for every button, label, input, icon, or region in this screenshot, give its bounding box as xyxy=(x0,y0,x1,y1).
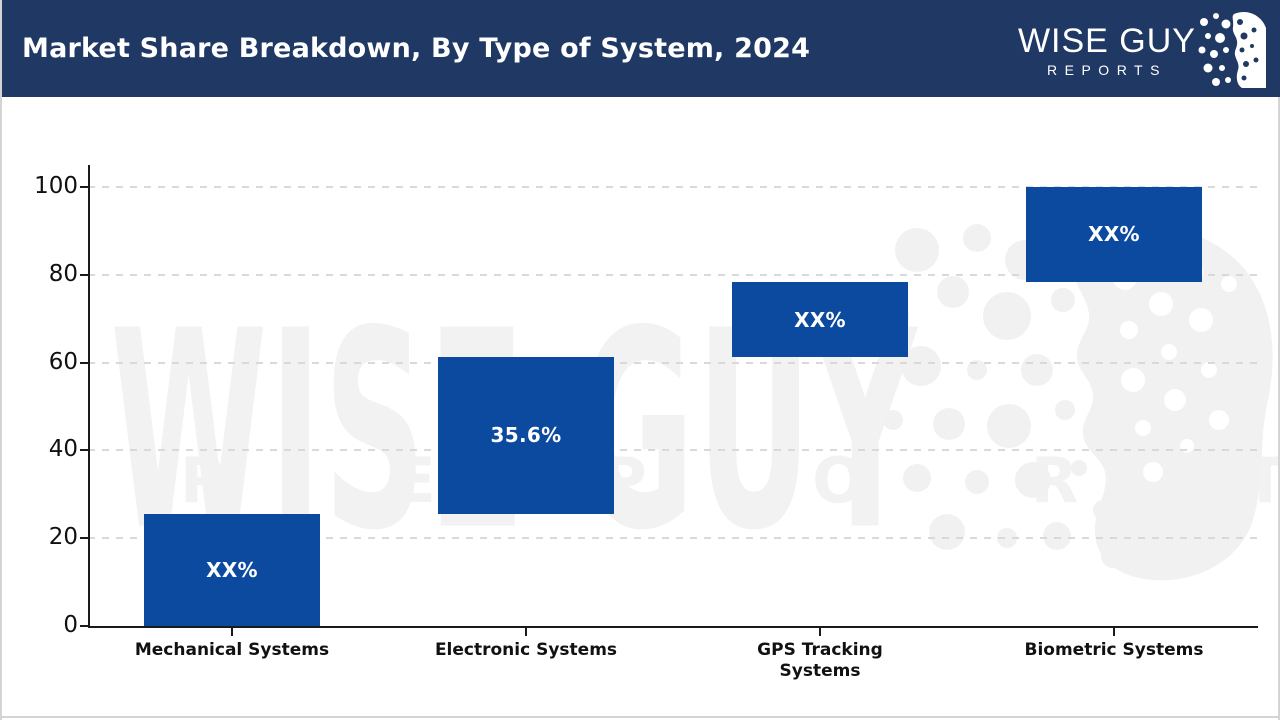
bottom-border xyxy=(2,716,1280,718)
gridline-60 xyxy=(88,361,1258,364)
y-tick-label-80: 80 xyxy=(48,260,78,287)
header-bar: Market Share Breakdown, By Type of Syste… xyxy=(2,0,1280,97)
y-tick-80 xyxy=(80,273,88,276)
x-category-label: GPS Tracking Systems xyxy=(757,640,883,681)
x-category-label: Mechanical Systems xyxy=(134,640,330,660)
x-category-label: Biometric Systems xyxy=(1024,640,1204,660)
y-axis-spine xyxy=(88,165,90,628)
y-tick-label-100: 100 xyxy=(34,173,78,199)
y-tick-40 xyxy=(80,449,88,452)
bar-electronic-systems: 35.6% xyxy=(438,357,614,514)
brand-name: WISE GUY xyxy=(1017,22,1196,60)
brand-subname: REPORTS xyxy=(1047,62,1167,78)
gridline-20 xyxy=(88,537,1258,540)
gridline-80 xyxy=(88,273,1258,276)
brand-logo: WISE GUY REPORTS xyxy=(1018,6,1268,92)
page-title: Market Share Breakdown, By Type of Syste… xyxy=(22,33,811,64)
gridline-100 xyxy=(88,186,1258,188)
gridline-40 xyxy=(88,449,1258,452)
y-tick-100 xyxy=(80,186,88,188)
x-axis-spine xyxy=(88,626,1258,628)
bar-value-label: XX% xyxy=(794,307,846,332)
y-tick-label-20: 20 xyxy=(48,524,78,551)
x-tick-3 xyxy=(1113,628,1115,636)
x-category-label: Electronic Systems xyxy=(434,640,618,660)
bar-value-label: XX% xyxy=(206,557,258,582)
y-tick-label-60: 60 xyxy=(48,348,78,375)
y-tick-label-0: 0 xyxy=(63,612,78,638)
y-tick-label-40: 40 xyxy=(48,436,78,463)
bar-value-label: 35.6% xyxy=(490,423,562,448)
bar-value-label: XX% xyxy=(1088,222,1140,247)
y-tick-20 xyxy=(80,537,88,540)
x-tick-2 xyxy=(819,628,821,636)
bar-gps-tracking-systems: XX% xyxy=(732,281,908,358)
x-tick-1 xyxy=(525,628,527,636)
brand-head-icon xyxy=(1198,11,1266,88)
y-tick-60 xyxy=(80,361,88,364)
bar-mechanical-systems: XX% xyxy=(144,513,320,626)
x-tick-0 xyxy=(231,628,233,636)
brand-logo-text: WISE GUY REPORTS xyxy=(1018,22,1196,78)
bar-biometric-systems: XX% xyxy=(1026,187,1202,282)
y-tick-0 xyxy=(80,625,88,627)
